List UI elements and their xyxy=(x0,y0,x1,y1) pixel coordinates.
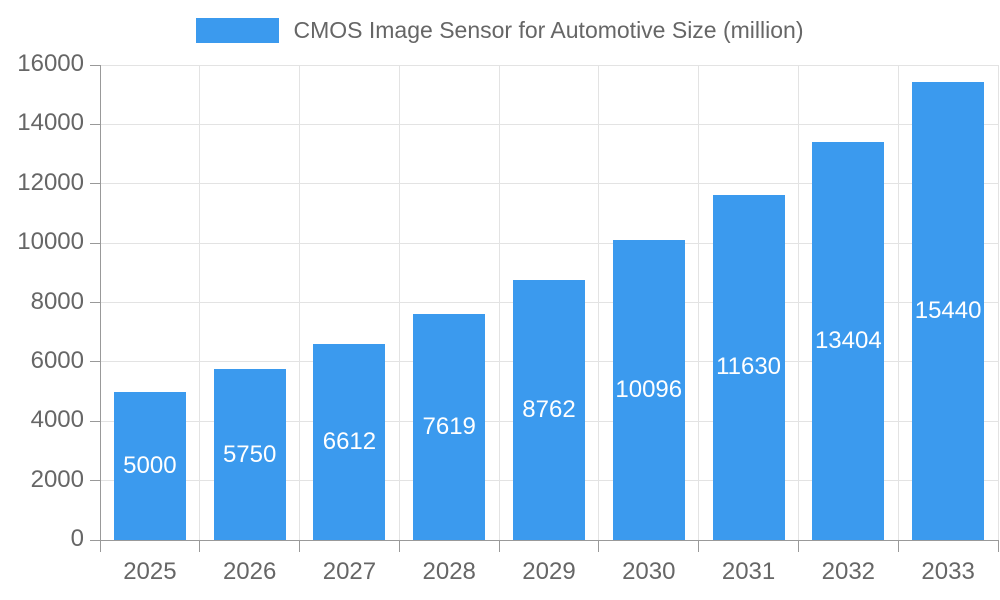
y-axis-tick xyxy=(90,361,100,363)
x-axis-tick xyxy=(299,540,301,552)
y-axis-tick xyxy=(90,242,100,244)
bar-2025[interactable]: 5000 xyxy=(113,391,186,540)
x-axis-tick xyxy=(498,540,500,552)
x-axis-tick-label: 2031 xyxy=(721,558,776,585)
bar-2028[interactable]: 7619 xyxy=(413,313,486,540)
x-axis-tick xyxy=(199,540,201,552)
bar-2027[interactable]: 6612 xyxy=(313,343,386,540)
y-axis-line xyxy=(99,65,101,540)
bar-2030[interactable]: 10096 xyxy=(612,240,685,540)
x-gridline xyxy=(199,65,201,540)
bar-value-label: 5000 xyxy=(123,451,177,479)
bar-value-label: 6612 xyxy=(322,427,377,455)
x-axis-tick-label: 2025 xyxy=(123,558,177,585)
legend-label: CMOS Image Sensor for Automotive Size (m… xyxy=(293,17,804,43)
x-gridline xyxy=(797,65,799,540)
x-axis-tick xyxy=(99,540,101,552)
x-axis-tick xyxy=(398,540,400,552)
y-axis-tick-label: 2000 xyxy=(30,465,84,493)
y-axis-tick-label: 8000 xyxy=(30,287,84,315)
legend[interactable]: CMOS Image Sensor for Automotive Size (m… xyxy=(0,17,1000,43)
bar-value-label: 7619 xyxy=(422,412,476,440)
x-axis-tick xyxy=(897,540,899,552)
x-gridline xyxy=(598,65,600,540)
bar-value-label: 5750 xyxy=(222,440,277,468)
x-axis-tick-label: 2026 xyxy=(222,558,277,585)
y-axis-tick xyxy=(90,64,100,66)
x-gridline xyxy=(997,65,999,540)
bar-2032[interactable]: 13404 xyxy=(812,142,885,540)
x-axis-line xyxy=(100,539,998,541)
y-axis-tick xyxy=(90,183,100,185)
bar-2033[interactable]: 15440 xyxy=(912,81,985,540)
x-axis-tick xyxy=(797,540,799,552)
y-axis-tick xyxy=(90,420,100,422)
x-gridline xyxy=(299,65,301,540)
x-axis-tick xyxy=(997,540,999,552)
bar-value-label: 10096 xyxy=(615,376,683,404)
y-axis-tick-label: 14000 xyxy=(17,109,84,137)
x-axis-tick-label: 2030 xyxy=(622,558,676,585)
x-axis-tick-label: 2027 xyxy=(322,558,377,585)
y-axis-tick-label: 6000 xyxy=(30,346,84,374)
x-axis-tick xyxy=(698,540,700,552)
y-axis-tick-label: 0 xyxy=(70,525,84,552)
y-axis-tick xyxy=(90,302,100,303)
x-gridline xyxy=(698,65,700,540)
bar-2029[interactable]: 8762 xyxy=(513,279,585,540)
legend-swatch-icon xyxy=(196,17,280,43)
y-axis-tick xyxy=(90,539,100,541)
bar-value-label: 8762 xyxy=(522,395,576,423)
y-gridline xyxy=(100,123,998,125)
bar-value-label: 11630 xyxy=(716,353,782,381)
x-axis-tick xyxy=(598,540,600,552)
y-axis-tick xyxy=(90,480,100,482)
x-gridline xyxy=(398,65,400,540)
x-axis-tick-label: 2032 xyxy=(821,558,876,585)
y-axis-tick-label: 4000 xyxy=(30,406,84,434)
x-gridline xyxy=(897,65,899,540)
y-axis-tick xyxy=(90,123,100,125)
y-axis-tick-label: 10000 xyxy=(17,228,84,256)
y-gridline xyxy=(100,64,998,66)
y-axis-tick-label: 12000 xyxy=(17,168,84,196)
bar-2031[interactable]: 11630 xyxy=(712,194,785,540)
x-axis-tick-label: 2029 xyxy=(522,558,576,585)
bar-2026[interactable]: 5750 xyxy=(213,369,286,540)
bar-value-label: 13404 xyxy=(814,327,882,355)
x-axis-tick-label: 2028 xyxy=(422,558,476,585)
bar-value-label: 15440 xyxy=(914,296,982,324)
x-gridline xyxy=(498,65,500,540)
x-axis-tick-label: 2033 xyxy=(921,558,975,585)
y-axis-tick-label: 16000 xyxy=(17,50,84,77)
